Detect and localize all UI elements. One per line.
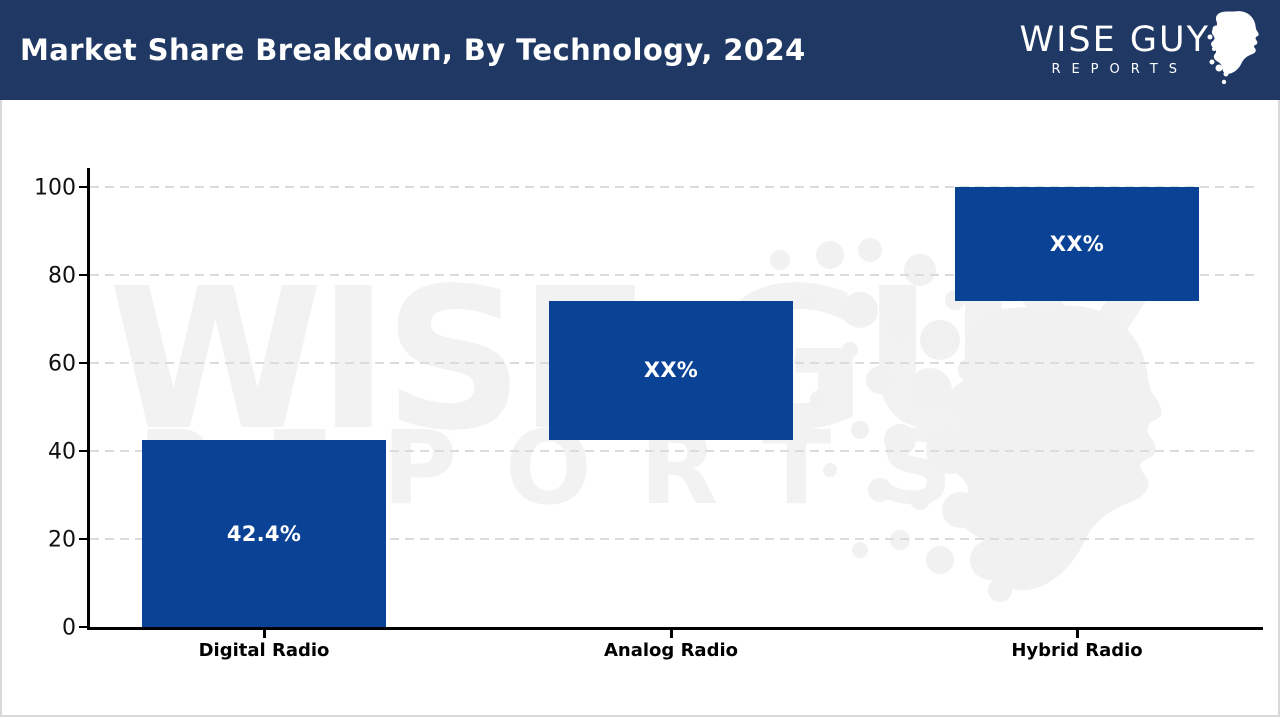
x-category-label: Analog Radio: [603, 640, 738, 661]
bar-value-label: XX%: [643, 358, 699, 383]
x-tick-mark: [263, 630, 266, 638]
gridline: [90, 450, 1258, 452]
brand-logo: WISE GUY REPORTS: [1019, 7, 1280, 93]
bar-digital-radio: 42.4%: [142, 440, 386, 627]
y-tick-label: 20: [48, 527, 76, 553]
y-tick-label: 80: [48, 263, 76, 289]
brand-wordmark: WISE GUY REPORTS: [1019, 20, 1210, 78]
bar-hybrid-radio: XX%: [955, 187, 1199, 301]
bar-analog-radio: XX%: [549, 300, 793, 441]
brand-face-icon: [1207, 11, 1259, 85]
y-tick-mark: [79, 450, 87, 452]
gridline: [90, 538, 1258, 540]
x-tick-mark: [670, 630, 673, 638]
y-tick-label: 60: [48, 351, 76, 377]
x-category-label: Digital Radio: [198, 640, 330, 661]
gridline: [90, 186, 1258, 188]
y-tick-mark: [79, 186, 87, 188]
bar-value-label: XX%: [1049, 231, 1105, 256]
x-category-label: Hybrid Radio: [1011, 640, 1143, 661]
brand-reports-text: REPORTS: [1051, 62, 1189, 77]
x-tick-mark: [1076, 630, 1079, 638]
x-axis-line: [87, 627, 1263, 630]
bar-value-label: 42.4%: [226, 521, 302, 546]
watermark-face-icon: [770, 238, 1162, 602]
y-tick-mark: [79, 274, 87, 276]
y-axis-line: [87, 168, 90, 630]
y-tick-mark: [79, 626, 87, 628]
page-title: Market Share Breakdown, By Technology, 2…: [20, 33, 806, 67]
y-tick-mark: [79, 362, 87, 364]
y-tick-label: 100: [34, 175, 76, 201]
gridline: [90, 274, 1258, 276]
y-tick-label: 40: [48, 439, 76, 465]
y-tick-label: 0: [62, 615, 76, 641]
header-band: Market Share Breakdown, By Technology, 2…: [0, 0, 1280, 100]
y-tick-mark: [79, 538, 87, 540]
brand-name-text: WISE GUY: [1019, 20, 1210, 60]
